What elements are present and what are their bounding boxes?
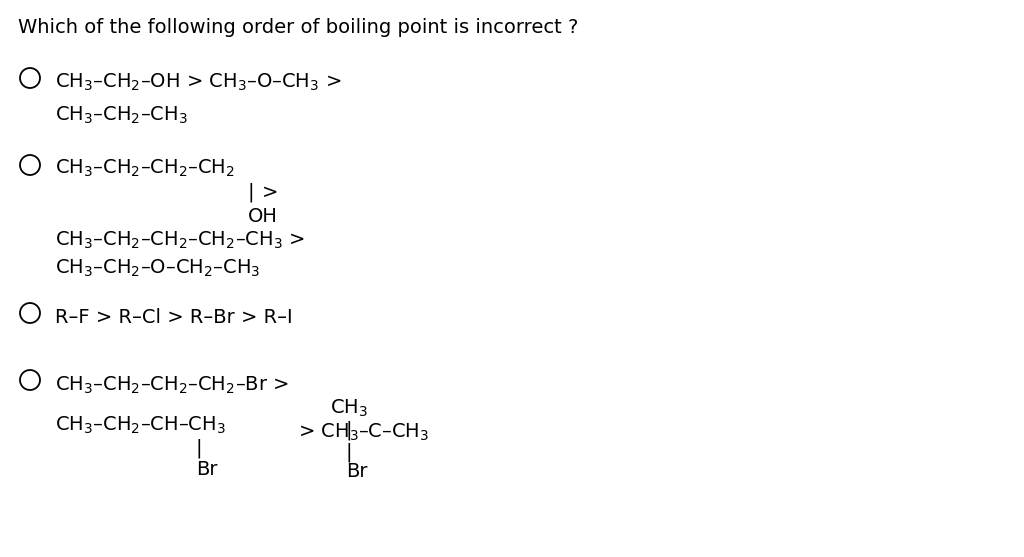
Text: Which of the following order of boiling point is incorrect ?: Which of the following order of boiling … bbox=[18, 18, 579, 37]
Text: |: | bbox=[248, 183, 255, 203]
Text: CH$_3$: CH$_3$ bbox=[330, 398, 368, 419]
Text: Br: Br bbox=[346, 462, 368, 481]
Text: CH$_3$–CH$_2$–CH$_2$–CH$_2$–CH$_3$ >: CH$_3$–CH$_2$–CH$_2$–CH$_2$–CH$_3$ > bbox=[55, 230, 305, 251]
Text: R–F > R–Cl > R–Br > R–I: R–F > R–Cl > R–Br > R–I bbox=[55, 308, 293, 327]
Text: |: | bbox=[196, 438, 203, 457]
Text: CH$_3$–CH$_2$–CH$_2$–CH$_2$–Br >: CH$_3$–CH$_2$–CH$_2$–CH$_2$–Br > bbox=[55, 375, 289, 396]
Text: CH$_3$–CH$_2$–O–CH$_2$–CH$_3$: CH$_3$–CH$_2$–O–CH$_2$–CH$_3$ bbox=[55, 258, 260, 279]
Text: |: | bbox=[346, 442, 352, 462]
Text: CH$_3$–CH$_2$–CH$_3$: CH$_3$–CH$_2$–CH$_3$ bbox=[55, 105, 188, 126]
Text: OH: OH bbox=[248, 207, 278, 226]
Text: Br: Br bbox=[196, 460, 217, 479]
Text: > CH$_3$–C–CH$_3$: > CH$_3$–C–CH$_3$ bbox=[298, 422, 429, 443]
Text: CH$_3$–CH$_2$–CH–CH$_3$: CH$_3$–CH$_2$–CH–CH$_3$ bbox=[55, 415, 226, 436]
Text: >: > bbox=[262, 183, 279, 202]
Text: CH$_3$–CH$_2$–CH$_2$–CH$_2$: CH$_3$–CH$_2$–CH$_2$–CH$_2$ bbox=[55, 158, 236, 179]
Text: |: | bbox=[346, 420, 352, 439]
Text: CH$_3$–CH$_2$–OH > CH$_3$–O–CH$_3$ >: CH$_3$–CH$_2$–OH > CH$_3$–O–CH$_3$ > bbox=[55, 72, 341, 94]
